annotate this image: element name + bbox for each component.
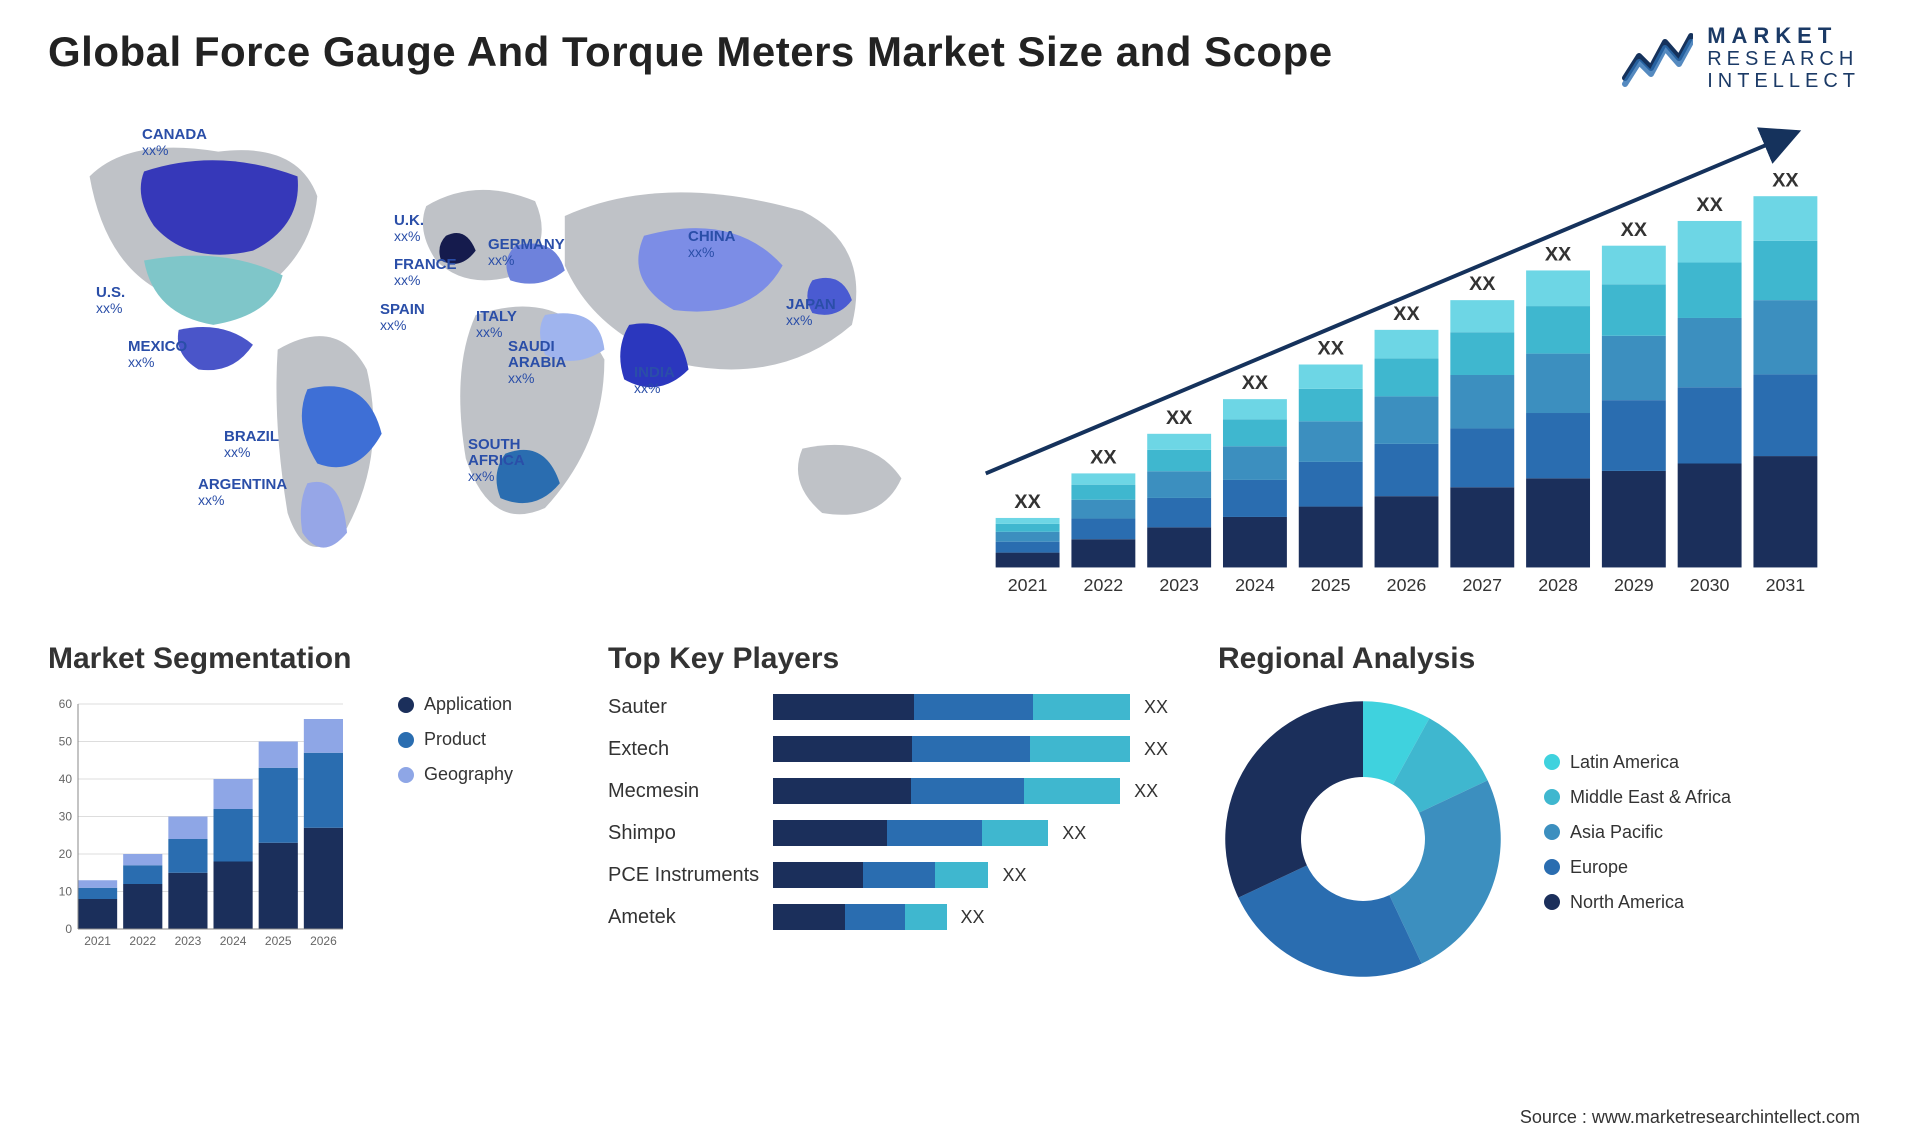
svg-text:XX: XX — [1242, 372, 1269, 394]
map-label-u-k-: U.K.xx% — [394, 213, 424, 243]
svg-text:2021: 2021 — [84, 934, 111, 948]
players-chart: SauterXXExtechXXMecmesinXXShimpoXXPCE In… — [608, 694, 1168, 930]
svg-text:2028: 2028 — [1538, 575, 1578, 595]
svg-text:XX: XX — [1090, 447, 1117, 469]
player-bar-row: XX — [773, 778, 1168, 804]
seg-legend-item: Product — [398, 729, 513, 750]
svg-text:50: 50 — [59, 735, 73, 749]
svg-text:2023: 2023 — [1159, 575, 1199, 595]
map-label-india: INDIAxx% — [634, 365, 675, 395]
svg-text:2025: 2025 — [1311, 575, 1351, 595]
players-panel: Top Key Players SauterXXExtechXXMecmesin… — [608, 642, 1168, 1032]
segmentation-title: Market Segmentation — [48, 642, 558, 676]
svg-text:2023: 2023 — [175, 934, 202, 948]
svg-text:XX: XX — [1772, 169, 1799, 191]
svg-text:XX: XX — [1014, 491, 1041, 513]
map-label-spain: SPAINxx% — [380, 302, 425, 332]
map-label-south-africa: SOUTHAFRICAxx% — [468, 437, 525, 483]
player-name: Shimpo — [608, 822, 773, 845]
svg-text:2022: 2022 — [129, 934, 156, 948]
svg-text:XX: XX — [1621, 219, 1648, 241]
regional-legend-item: Middle East & Africa — [1544, 787, 1731, 808]
brand-logo: MARKET RESEARCH INTELLECT — [1621, 24, 1860, 92]
svg-text:XX: XX — [1318, 338, 1345, 360]
player-bar-row: XX — [773, 862, 1168, 888]
svg-text:40: 40 — [59, 772, 73, 786]
map-label-u-s-: U.S.xx% — [96, 285, 125, 315]
regional-panel: Regional Analysis Latin America Middle Ea… — [1218, 642, 1860, 1032]
svg-text:2022: 2022 — [1084, 575, 1124, 595]
map-label-japan: JAPANxx% — [786, 297, 836, 327]
regional-legend-item: North America — [1544, 892, 1731, 913]
map-label-germany: GERMANYxx% — [488, 237, 565, 267]
svg-text:10: 10 — [59, 885, 73, 899]
svg-text:XX: XX — [1469, 273, 1496, 295]
svg-text:2024: 2024 — [1235, 575, 1275, 595]
segmentation-legend: Application Product Geography — [398, 694, 513, 799]
regional-legend-item: Asia Pacific — [1544, 822, 1731, 843]
forecast-bar-chart: XX 2021 XX 2022 XX 2023 XX 2024 XX 2025 XX 2026 XX 20… — [953, 117, 1860, 612]
svg-text:0: 0 — [65, 922, 72, 936]
seg-legend-item: Geography — [398, 764, 513, 785]
player-bar-row: XX — [773, 736, 1168, 762]
world-map-panel: CANADAxx% U.S.xx%MEXICOxx% BRAZILxx% ARGENT… — [48, 117, 943, 612]
svg-text:60: 60 — [59, 697, 73, 711]
map-label-canada: CANADAxx% — [142, 127, 207, 157]
map-label-brazil: BRAZILxx% — [224, 429, 279, 459]
player-bar-row: XX — [773, 694, 1168, 720]
svg-text:2026: 2026 — [1387, 575, 1427, 595]
regional-donut-chart — [1218, 694, 1508, 984]
player-name: Sauter — [608, 696, 773, 719]
player-name: Extech — [608, 738, 773, 761]
player-name: PCE Instruments — [608, 864, 773, 887]
svg-text:XX: XX — [1166, 407, 1193, 429]
player-name: Ametek — [608, 906, 773, 929]
logo-mark-icon — [1621, 28, 1693, 88]
segmentation-chart: 0 10 20 30 40 50 60 2021 2022 2023 2024 2025 2026 — [48, 694, 368, 984]
svg-text:20: 20 — [59, 847, 73, 861]
svg-text:2029: 2029 — [1614, 575, 1654, 595]
player-bar-row: XX — [773, 904, 1168, 930]
segmentation-panel: Market Segmentation 0 10 20 30 40 50 60 2021 202… — [48, 642, 558, 1032]
map-label-italy: ITALYxx% — [476, 309, 517, 339]
svg-text:2025: 2025 — [265, 934, 292, 948]
svg-text:XX: XX — [1696, 194, 1723, 216]
seg-legend-item: Application — [398, 694, 513, 715]
player-name: Mecmesin — [608, 780, 773, 803]
map-label-argentina: ARGENTINAxx% — [198, 477, 287, 507]
logo-line1: MARKET — [1707, 24, 1860, 48]
regional-legend: Latin America Middle East & Africa Asia Pa… — [1544, 752, 1731, 927]
logo-line3: INTELLECT — [1707, 70, 1860, 92]
map-label-china: CHINAxx% — [688, 229, 736, 259]
players-title: Top Key Players — [608, 642, 1168, 676]
svg-text:XX: XX — [1393, 303, 1420, 325]
source-attribution: Source : www.marketresearchintellect.com — [1520, 1107, 1860, 1128]
regional-legend-item: Latin America — [1544, 752, 1731, 773]
svg-text:2026: 2026 — [310, 934, 337, 948]
svg-text:XX: XX — [1545, 244, 1572, 266]
page-title: Global Force Gauge And Torque Meters Mar… — [48, 28, 1333, 76]
map-label-france: FRANCExx% — [394, 257, 457, 287]
svg-text:30: 30 — [59, 810, 73, 824]
map-label-mexico: MEXICOxx% — [128, 339, 187, 369]
svg-text:2031: 2031 — [1766, 575, 1806, 595]
svg-text:2030: 2030 — [1690, 575, 1730, 595]
map-label-saudi-arabia: SAUDIARABIAxx% — [508, 339, 566, 385]
logo-line2: RESEARCH — [1707, 48, 1860, 70]
svg-text:2021: 2021 — [1008, 575, 1048, 595]
svg-text:2024: 2024 — [220, 934, 247, 948]
regional-legend-item: Europe — [1544, 857, 1731, 878]
svg-text:2027: 2027 — [1462, 575, 1502, 595]
player-bar-row: XX — [773, 820, 1168, 846]
regional-title: Regional Analysis — [1218, 642, 1860, 676]
